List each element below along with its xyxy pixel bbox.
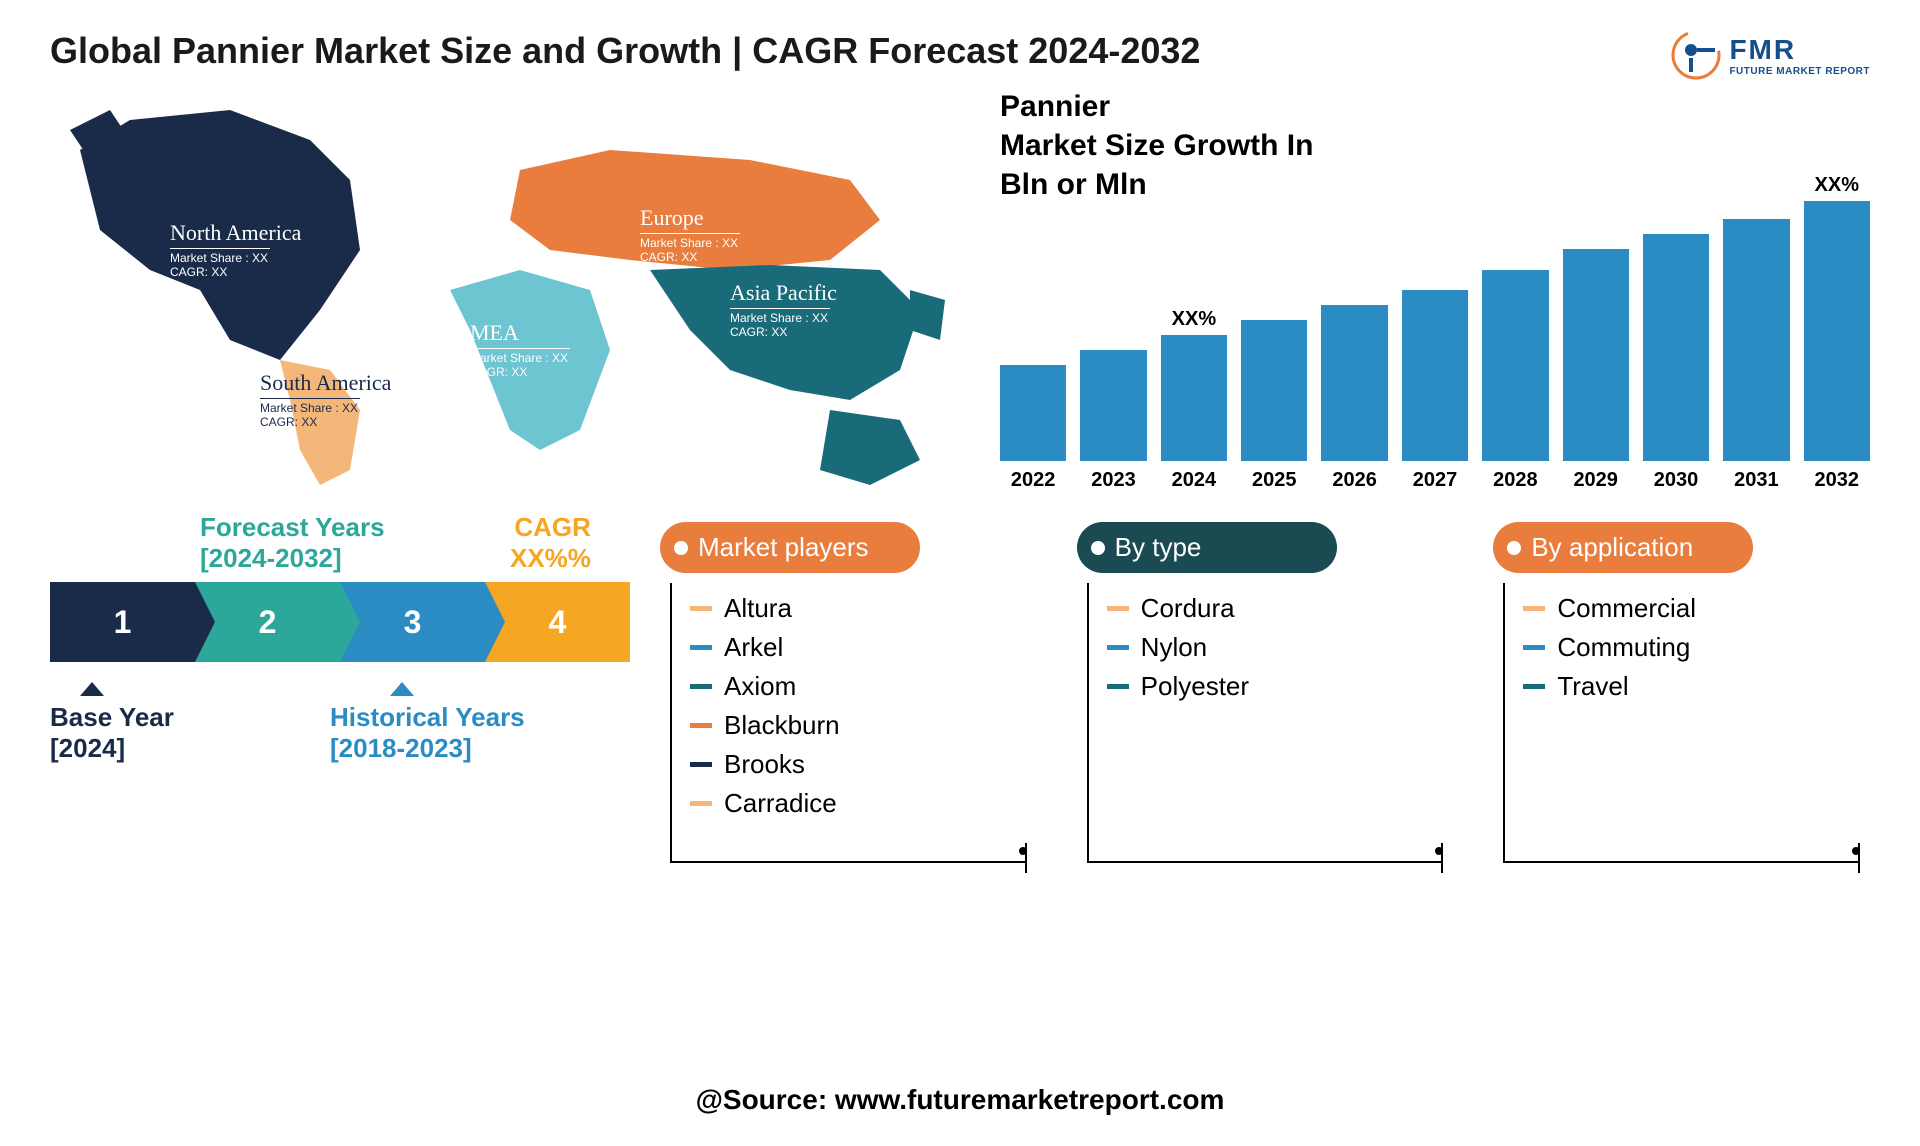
- upper-row: North AmericaMarket Share : XXCAGR: XX So…: [50, 90, 1870, 492]
- chart-title-2: Market Size Growth In: [1000, 129, 1870, 163]
- cat-item: Polyester: [1107, 671, 1454, 702]
- bar-2030: 2030: [1643, 234, 1709, 492]
- bar-2031: 2031: [1723, 219, 1789, 492]
- bar-2028: 2028: [1482, 270, 1548, 492]
- timeline-bar: 1234: [50, 582, 630, 662]
- logo-text-big: FMR: [1729, 34, 1870, 66]
- fmr-logo: FMR FUTURE MARKET REPORT: [1671, 30, 1870, 80]
- source-text: @Source: www.futuremarketreport.com: [696, 1084, 1225, 1116]
- bar-2025: 2025: [1241, 320, 1307, 492]
- cat-item: Blackburn: [690, 710, 1037, 741]
- bar-2032: XX%2032: [1804, 174, 1870, 492]
- bar-2026: 2026: [1321, 305, 1387, 492]
- bar-chart: Pannier Market Size Growth In Bln or Mln…: [1000, 90, 1870, 492]
- cat-item: Carradice: [690, 788, 1037, 819]
- base-year-annot: Base Year [2024]: [50, 702, 174, 764]
- historical-annot: Historical Years [2018-2023]: [330, 702, 525, 764]
- cat-item: Altura: [690, 593, 1037, 624]
- pill: By application: [1493, 522, 1753, 573]
- category-by-type: By type Cordura Nylon Polyester: [1077, 522, 1454, 873]
- cat-item: Commuting: [1523, 632, 1870, 663]
- logo-text-small: FUTURE MARKET REPORT: [1729, 66, 1870, 77]
- category-market-players: Market players Altura Arkel Axiom Blackburn B…: [660, 522, 1037, 873]
- lower-row: Forecast Years [2024-2032] CAGR XX%% 123…: [50, 522, 1870, 873]
- timeline-seg-3: 3: [340, 582, 485, 662]
- logo-icon: [1671, 30, 1721, 80]
- cat-item: Travel: [1523, 671, 1870, 702]
- map-label-asia-pacific: Asia PacificMarket Share : XXCAGR: XX: [730, 280, 837, 339]
- timeline-seg-4: 4: [485, 582, 630, 662]
- map-label-mea: MEAMarket Share : XXCAGR: XX: [470, 320, 570, 379]
- bars-container: 20222023XX%20242025202620272028202920302…: [1000, 212, 1870, 492]
- map-label-north-america: North AmericaMarket Share : XXCAGR: XX: [170, 220, 301, 279]
- chart-title-1: Pannier: [1000, 90, 1870, 124]
- cat-item: Commercial: [1523, 593, 1870, 624]
- bar-2029: 2029: [1563, 249, 1629, 492]
- map-label-europe: EuropeMarket Share : XXCAGR: XX: [640, 205, 740, 264]
- pill: Market players: [660, 522, 920, 573]
- map-label-south-america: South AmericaMarket Share : XXCAGR: XX: [260, 370, 391, 429]
- bar-2027: 2027: [1402, 290, 1468, 492]
- forecast-annot: Forecast Years [2024-2032]: [200, 512, 385, 574]
- pill: By type: [1077, 522, 1337, 573]
- timeline-seg-2: 2: [195, 582, 340, 662]
- cat-item: Axiom: [690, 671, 1037, 702]
- header: Global Pannier Market Size and Growth | …: [50, 30, 1870, 80]
- world-map: North AmericaMarket Share : XXCAGR: XX So…: [50, 90, 970, 490]
- cat-item: Arkel: [690, 632, 1037, 663]
- bar-2024: XX%2024: [1161, 308, 1227, 492]
- bar-2023: 2023: [1080, 350, 1146, 492]
- timeline-seg-1: 1: [50, 582, 195, 662]
- cagr-annot: CAGR XX%%: [510, 512, 591, 574]
- timeline-section: Forecast Years [2024-2032] CAGR XX%% 123…: [50, 522, 630, 662]
- category-by-application: By application Commercial Commuting Travel: [1493, 522, 1870, 873]
- chart-title-3: Bln or Mln: [1000, 168, 1870, 202]
- cat-item: Nylon: [1107, 632, 1454, 663]
- page-title: Global Pannier Market Size and Growth | …: [50, 30, 1200, 72]
- cat-item: Brooks: [690, 749, 1037, 780]
- cat-item: Cordura: [1107, 593, 1454, 624]
- bar-2022: 2022: [1000, 365, 1066, 492]
